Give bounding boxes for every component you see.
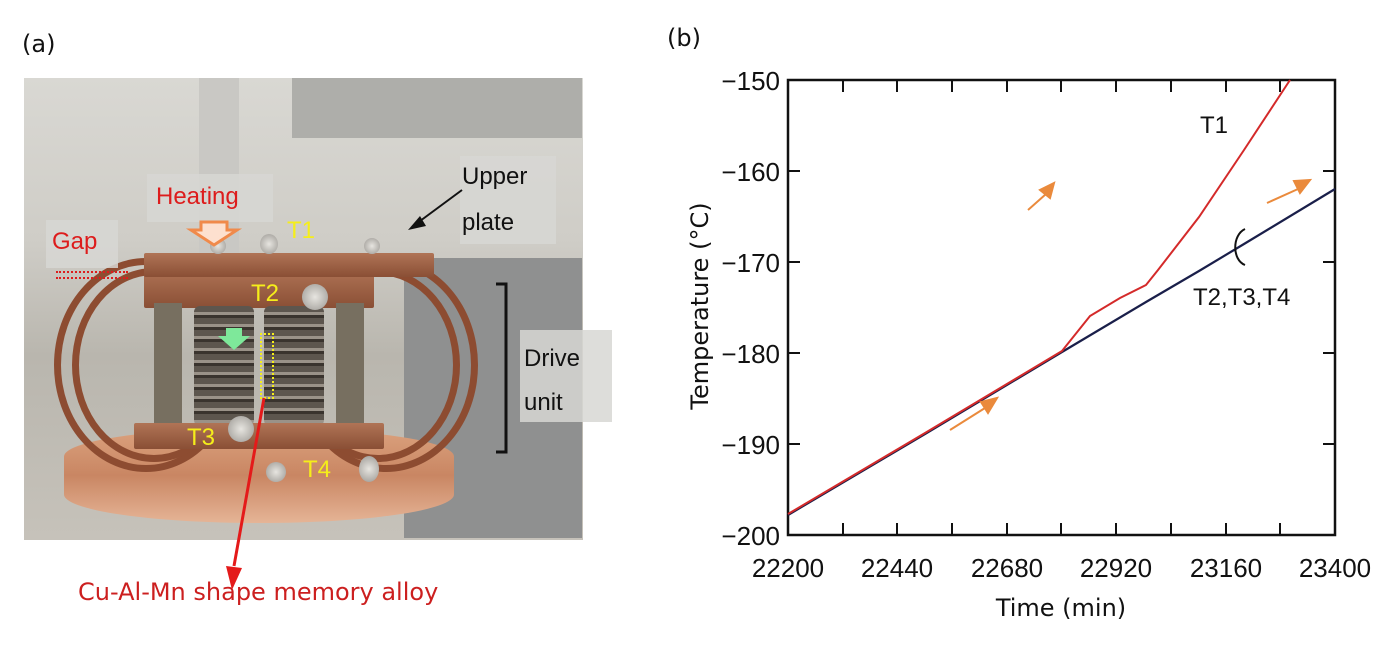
gap-line-2 [56,277,128,279]
post-left [154,303,182,433]
post-right [336,303,364,433]
sensor-label-t1: T1 [287,217,316,244]
gap-line-1 [56,271,128,273]
screw-t1 [260,234,278,254]
x-tick-label: 22920 [1079,553,1153,583]
upper-plate-label-2: plate [462,209,515,236]
upper-plate-label-bg [460,156,556,244]
drive-unit-bracket [496,282,508,454]
x-tick-label: 22680 [970,553,1044,583]
y-tick-label: −180 [721,339,780,369]
apparatus-photo [24,78,583,540]
y-ticks [788,170,1335,445]
sma-highlight-box [260,333,274,399]
sma-caption: Cu-Al-Mn shape memory alloy [78,578,439,606]
screw-t4 [359,456,379,482]
panel-b-label: (b) [667,24,701,52]
series-t1 [787,79,1291,515]
sensor-label-t4: T4 [303,456,332,483]
screw-t3 [228,416,254,442]
sensor-label-t2: T2 [251,280,280,307]
group-marker-icon [1234,228,1246,266]
heating-direction-arrows [949,178,1313,431]
y-axis-title: Temperature (°C) [686,202,714,410]
gap-label-bg [46,220,118,268]
drive-unit-label-1: Drive [524,345,581,372]
series-label-t1: T1 [1200,112,1229,139]
y-tick-label: −160 [721,157,780,187]
spring-left [194,306,254,426]
drive-unit-label-bg [520,330,612,422]
screw-t2 [302,284,328,310]
heating-label: Heating [156,183,239,210]
background-shelf [292,78,582,138]
x-tick-label: 22200 [751,553,825,583]
x-tick-label: 23160 [1189,553,1263,583]
y-tick-label: −170 [721,248,780,278]
gap-label: Gap [52,228,98,255]
x-tick-label: 22440 [860,553,934,583]
y-tick-label: −190 [721,430,780,460]
series-label-t2-t3-t4: T2,T3,T4 [1193,284,1291,311]
x-ticks [842,80,1281,535]
upper-plate-label-1: Upper [462,163,528,190]
drive-down-arrow-icon [218,328,250,350]
panel-a-label: (a) [22,30,56,58]
spring-right [264,306,324,426]
upper-plate-pointer-arrow-icon [408,189,463,230]
heating-label-bg [147,174,273,222]
x-tick-label: 23400 [1298,553,1372,583]
chart-plot [786,78,1337,537]
drive-unit-label-2: unit [524,389,563,416]
screw-top-right [364,238,380,254]
sma-pointer-arrow-icon [226,397,266,590]
y-tick-label: −200 [721,521,780,551]
screw-base [266,462,286,482]
x-axis-title: Time (min) [995,594,1127,622]
sensor-label-t3: T3 [187,424,216,451]
heating-arrow-icon [185,220,243,247]
upper-plate [144,253,434,277]
y-tick-label: −150 [721,66,780,96]
